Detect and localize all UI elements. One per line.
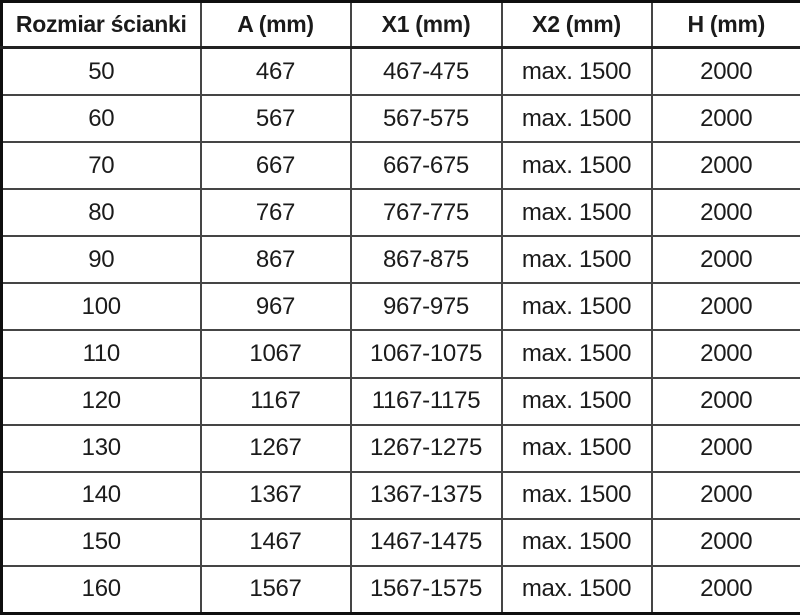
table-cell: max. 1500	[500, 46, 653, 97]
table-cell: 150	[0, 517, 202, 567]
table-cell: max. 1500	[500, 470, 653, 520]
column-header-x2-mm: X2 (mm)	[500, 0, 653, 49]
table-cell: 1567	[199, 564, 352, 615]
table-cell: 667-675	[349, 141, 503, 191]
table-cell: 2000	[650, 94, 800, 144]
table-cell: 140	[0, 470, 202, 520]
table-row: 80 767 767-775 max. 1500 2000	[0, 188, 800, 238]
table-cell: 1567-1575	[349, 564, 503, 615]
table-cell: 1367	[199, 470, 352, 520]
table-header: Rozmiar ścianki A (mm) X1 (mm) X2 (mm) H…	[0, 0, 800, 49]
table-cell: 2000	[650, 141, 800, 191]
table-row: 60 567 567-575 max. 1500 2000	[0, 94, 800, 144]
table-cell: 100	[0, 282, 202, 332]
table-cell: 90	[0, 235, 202, 285]
table-cell: 160	[0, 564, 202, 615]
table-cell: 867-875	[349, 235, 503, 285]
table-cell: max. 1500	[500, 564, 653, 615]
table-cell: 767-775	[349, 188, 503, 238]
table-cell: max. 1500	[500, 517, 653, 567]
table-row: 140 1367 1367-1375 max. 1500 2000	[0, 470, 800, 520]
table-cell: 867	[199, 235, 352, 285]
table-cell: 667	[199, 141, 352, 191]
table-cell: 1067-1075	[349, 329, 503, 379]
table-cell: 2000	[650, 235, 800, 285]
table-cell: 567-575	[349, 94, 503, 144]
table-cell: 70	[0, 141, 202, 191]
table-cell: 2000	[650, 564, 800, 615]
table-row: 160 1567 1567-1575 max. 1500 2000	[0, 564, 800, 615]
table-row: 90 867 867-875 max. 1500 2000	[0, 235, 800, 285]
table-cell: 2000	[650, 329, 800, 379]
table-cell: max. 1500	[500, 423, 653, 473]
table-cell: 1267-1275	[349, 423, 503, 473]
table-cell: max. 1500	[500, 329, 653, 379]
table-row: 130 1267 1267-1275 max. 1500 2000	[0, 423, 800, 473]
table-cell: 2000	[650, 282, 800, 332]
header-row: Rozmiar ścianki A (mm) X1 (mm) X2 (mm) H…	[0, 0, 800, 49]
table-row: 100 967 967-975 max. 1500 2000	[0, 282, 800, 332]
table-cell: max. 1500	[500, 188, 653, 238]
table-cell: max. 1500	[500, 235, 653, 285]
column-header-x1-mm: X1 (mm)	[349, 0, 503, 49]
table-row: 110 1067 1067-1075 max. 1500 2000	[0, 329, 800, 379]
table-cell: 2000	[650, 376, 800, 426]
table-cell: 467-475	[349, 46, 503, 97]
table-cell: 60	[0, 94, 202, 144]
table-cell: 467	[199, 46, 352, 97]
table-cell: 130	[0, 423, 202, 473]
table-cell: 1167	[199, 376, 352, 426]
table-body: 50 467 467-475 max. 1500 2000 60 567 567-575 max…	[0, 46, 800, 615]
table-cell: 1167-1175	[349, 376, 503, 426]
table-row: 70 667 667-675 max. 1500 2000	[0, 141, 800, 191]
table-cell: 967-975	[349, 282, 503, 332]
table-cell: max. 1500	[500, 282, 653, 332]
table-cell: 110	[0, 329, 202, 379]
table-cell: 80	[0, 188, 202, 238]
table-cell: 2000	[650, 517, 800, 567]
column-header-rozmiar-scianki: Rozmiar ścianki	[0, 0, 202, 49]
table-cell: 2000	[650, 423, 800, 473]
column-header-h-mm: H (mm)	[650, 0, 800, 49]
table-cell: max. 1500	[500, 141, 653, 191]
table-cell: 1467-1475	[349, 517, 503, 567]
table-cell: 1367-1375	[349, 470, 503, 520]
table-cell: 2000	[650, 46, 800, 97]
table-cell: 767	[199, 188, 352, 238]
table-cell: 50	[0, 46, 202, 97]
table-cell: max. 1500	[500, 94, 653, 144]
table-row: 120 1167 1167-1175 max. 1500 2000	[0, 376, 800, 426]
table-cell: 2000	[650, 470, 800, 520]
table-cell: 1267	[199, 423, 352, 473]
table-cell: max. 1500	[500, 376, 653, 426]
table-cell: 2000	[650, 188, 800, 238]
table-cell: 120	[0, 376, 202, 426]
table-row: 150 1467 1467-1475 max. 1500 2000	[0, 517, 800, 567]
table-cell: 1067	[199, 329, 352, 379]
table-cell: 1467	[199, 517, 352, 567]
table-cell: 567	[199, 94, 352, 144]
table-row: 50 467 467-475 max. 1500 2000	[0, 46, 800, 97]
table-cell: 967	[199, 282, 352, 332]
column-header-a-mm: A (mm)	[199, 0, 352, 49]
